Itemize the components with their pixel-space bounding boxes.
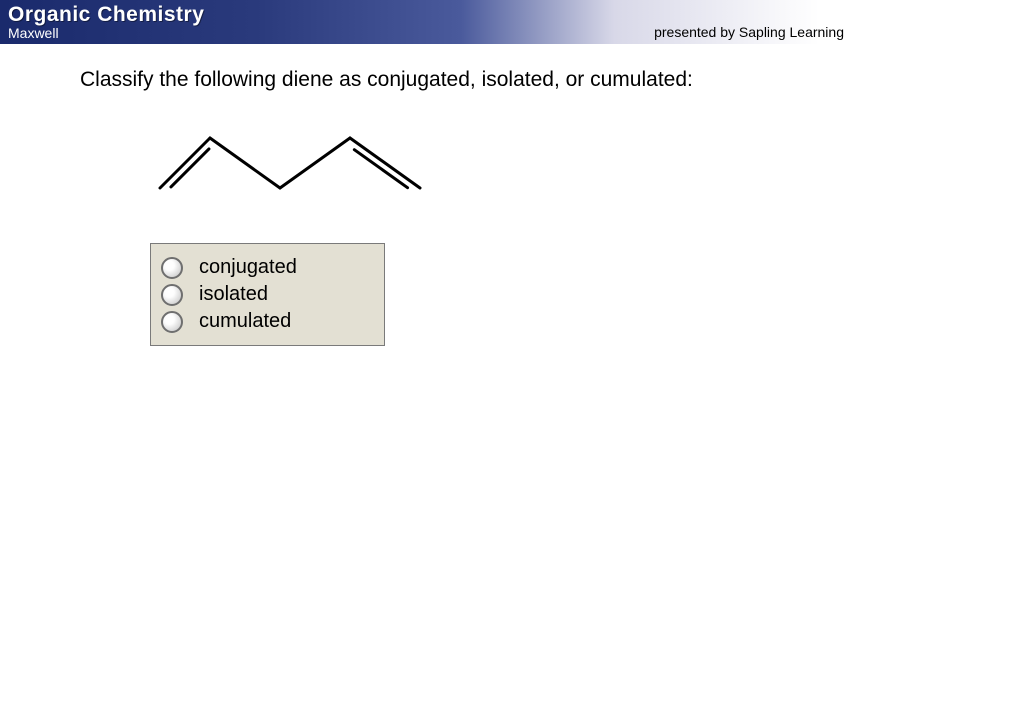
option-label: conjugated [199, 256, 297, 279]
radio-icon[interactable] [161, 284, 183, 306]
option-cumulated[interactable]: cumulated [161, 308, 372, 335]
radio-icon[interactable] [161, 257, 183, 279]
instructor-name: Maxwell [8, 26, 204, 41]
course-title: Organic Chemistry [8, 3, 204, 26]
header-left: Organic Chemistry Maxwell [8, 3, 204, 41]
molecule-diagram [150, 118, 944, 213]
page-header: Organic Chemistry Maxwell presented by S… [0, 0, 1024, 44]
question-content: Classify the following diene as conjugat… [0, 44, 1024, 370]
molecule-svg [150, 118, 450, 208]
option-conjugated[interactable]: conjugated [161, 254, 372, 281]
radio-icon[interactable] [161, 311, 183, 333]
option-label: cumulated [199, 310, 291, 333]
option-label: isolated [199, 283, 268, 306]
presented-by: presented by Sapling Learning [654, 24, 844, 40]
question-prompt: Classify the following diene as conjugat… [80, 68, 944, 92]
answer-options-box: conjugated isolated cumulated [150, 243, 385, 346]
option-isolated[interactable]: isolated [161, 281, 372, 308]
